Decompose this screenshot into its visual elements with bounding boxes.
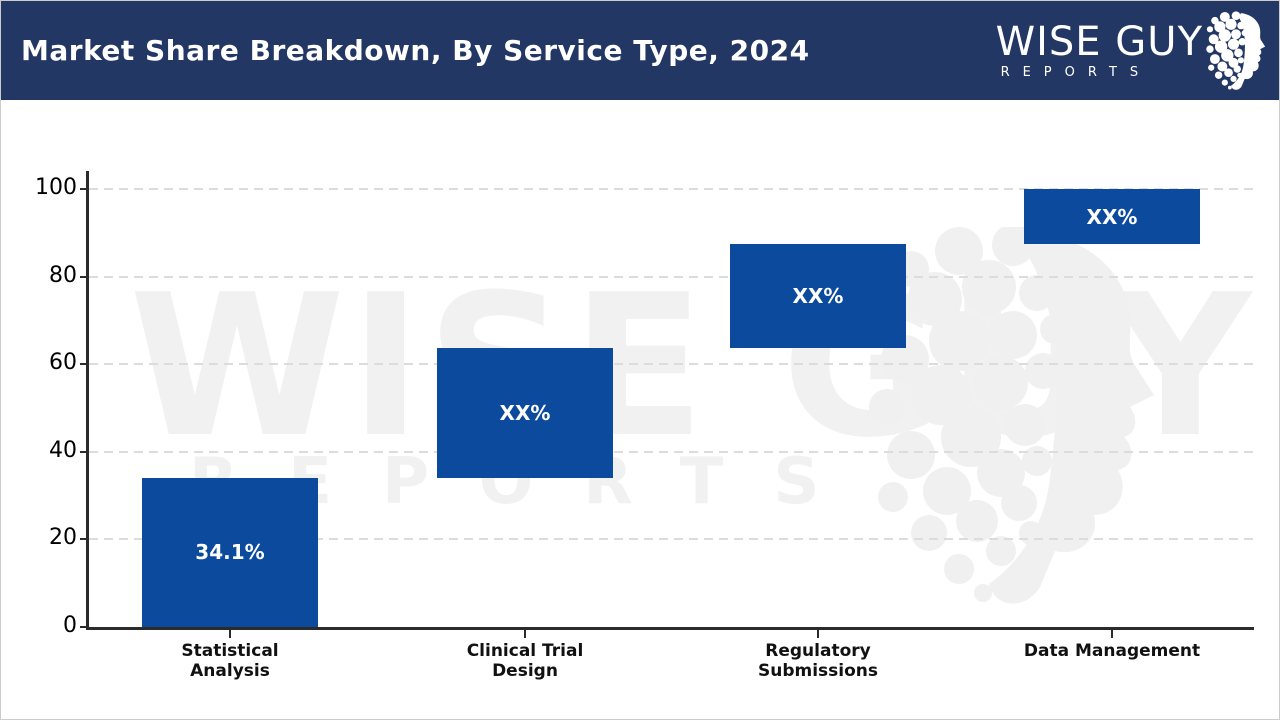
wise-guy-reports-logo: WISE GUY REPORTS (996, 10, 1267, 91)
category-label: Statistical Analysis (110, 641, 350, 681)
category-label-line: Clinical Trial (466, 641, 584, 661)
gridline-80 (89, 275, 1254, 278)
category-label-line: Statistical (181, 641, 279, 661)
y-axis-tick-mark (80, 188, 89, 191)
y-axis-tick-label: 100 (35, 175, 77, 201)
page-title: Market Share Breakdown, By Service Type,… (21, 34, 810, 67)
y-axis-tick-label: 20 (49, 525, 77, 551)
bar-value-label: 34.1% (195, 540, 265, 565)
bar-regulatory-submissions: XX% (730, 243, 906, 348)
bar-data-management: XX% (1024, 189, 1200, 244)
y-axis-tick-label: 0 (63, 613, 77, 638)
y-axis-tick-label: 40 (49, 437, 77, 463)
logo-wordmark: WISE GUY (995, 18, 1203, 65)
y-axis-tick-mark (80, 275, 89, 278)
x-axis-tick-mark (817, 630, 819, 638)
x-axis-tick-mark (524, 630, 526, 638)
category-label-line: Regulatory (765, 641, 871, 661)
bar-statistical-analysis: 34.1% (142, 477, 318, 627)
gridline-60 (89, 363, 1254, 366)
category-label-line: Design (492, 661, 558, 681)
y-axis-tick-mark (80, 626, 89, 628)
bar-value-label: XX% (499, 400, 551, 425)
category-label-line: Data Management (1023, 641, 1201, 661)
dotted-head-icon (1206, 10, 1266, 90)
gridline-40 (89, 450, 1254, 453)
y-axis-tick-mark (80, 450, 89, 453)
x-axis-tick-mark (1111, 630, 1113, 638)
bar-value-label: XX% (1086, 204, 1138, 229)
header-bar: Market Share Breakdown, By Service Type,… (1, 1, 1279, 100)
category-label: Data Management (992, 641, 1232, 661)
category-label: Clinical Trial Design (405, 641, 645, 681)
y-axis-tick-label: 60 (49, 350, 77, 376)
y-axis-tick-mark (80, 538, 89, 541)
gridline-20 (89, 538, 1254, 541)
logo-text: WISE GUY REPORTS (996, 22, 1203, 80)
category-label-line: Analysis (190, 661, 270, 681)
y-axis-tick-label: 80 (49, 262, 77, 288)
y-axis-tick-mark (80, 363, 89, 366)
x-axis-tick-mark (229, 630, 231, 638)
x-axis-line (86, 627, 1254, 630)
category-label: Regulatory Submissions (698, 641, 938, 681)
bar-value-label: XX% (792, 283, 844, 308)
bar-clinical-trial-design: XX% (437, 347, 613, 478)
category-label-line: Submissions (757, 661, 879, 681)
gridline-100 (89, 188, 1254, 191)
y-axis-line (86, 171, 89, 630)
logo-subtext: REPORTS (1000, 64, 1152, 80)
